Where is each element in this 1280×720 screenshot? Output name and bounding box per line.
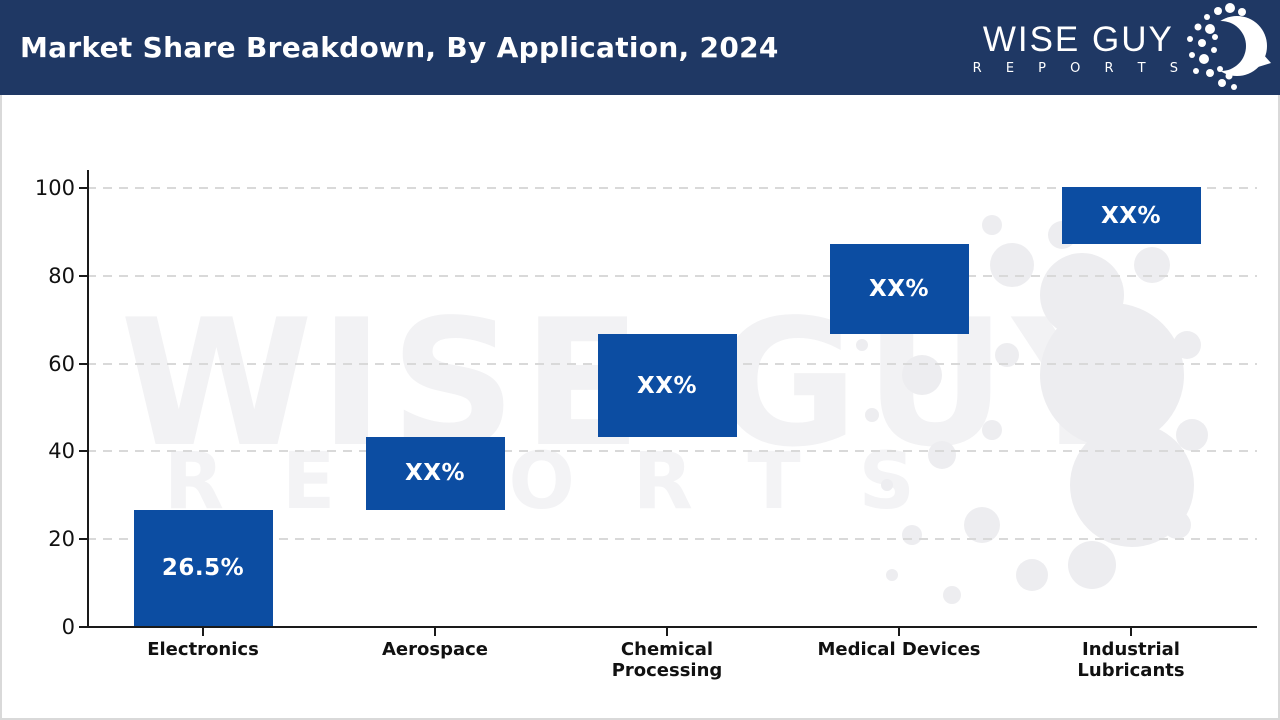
y-tick-label: 20: [48, 527, 75, 552]
bar-value-label: XX%: [404, 460, 465, 487]
bar-value-label: XX%: [1100, 202, 1161, 229]
x-category-label: Industrial Lubricants: [1077, 639, 1185, 681]
y-tick-mark: [79, 538, 87, 541]
bar-value-label: 26.5%: [161, 554, 245, 581]
bar: XX%: [829, 244, 969, 335]
x-category-label: Chemical Processing: [611, 639, 723, 681]
bar: XX%: [1061, 187, 1201, 245]
page-title: Market Share Breakdown, By Application, …: [20, 31, 779, 64]
y-tick-label: 40: [48, 439, 75, 464]
logo-brand-text: WISE GUY: [982, 19, 1174, 59]
y-tick-mark: [79, 362, 87, 365]
gridline: [87, 450, 1257, 453]
bar-value-label: XX%: [636, 372, 697, 399]
logo-face-icon: [1187, 2, 1271, 90]
x-tick-mark: [666, 628, 668, 636]
bar: XX%: [597, 334, 737, 438]
gridline: [87, 274, 1257, 277]
x-category-label: Aerospace: [381, 639, 488, 660]
y-axis-line: [87, 170, 89, 628]
x-tick-mark: [202, 628, 204, 636]
y-tick-label: 0: [61, 615, 75, 639]
bar-value-label: XX%: [868, 276, 929, 303]
gridline: [87, 187, 1257, 189]
watermark-face-icon: [856, 215, 1208, 604]
y-tick-mark: [79, 626, 87, 628]
y-tick-mark: [79, 274, 87, 277]
x-tick-mark: [898, 628, 900, 636]
bar: 26.5%: [133, 509, 273, 626]
x-tick-mark: [1130, 628, 1132, 636]
gridline: [87, 538, 1257, 541]
x-category-label: Medical Devices: [817, 639, 981, 660]
logo-sub-text: R E P O R T S: [972, 60, 1188, 76]
brand-logo: WISE GUY R E P O R T S: [969, 2, 1280, 93]
y-tick-mark: [79, 450, 87, 453]
x-axis-line: [87, 626, 1257, 628]
x-tick-mark: [434, 628, 436, 636]
y-tick-label: 60: [48, 351, 75, 376]
bar: XX%: [365, 437, 505, 510]
header-bar: Market Share Breakdown, By Application, …: [0, 0, 1280, 95]
x-category-label: Electronics: [147, 639, 259, 660]
y-tick-label: 100: [34, 176, 75, 200]
y-tick-mark: [79, 187, 87, 189]
y-tick-label: 80: [48, 263, 75, 288]
chart-canvas: WISE GUY REPORTS 02040608010026.5%Electr…: [0, 95, 1280, 720]
